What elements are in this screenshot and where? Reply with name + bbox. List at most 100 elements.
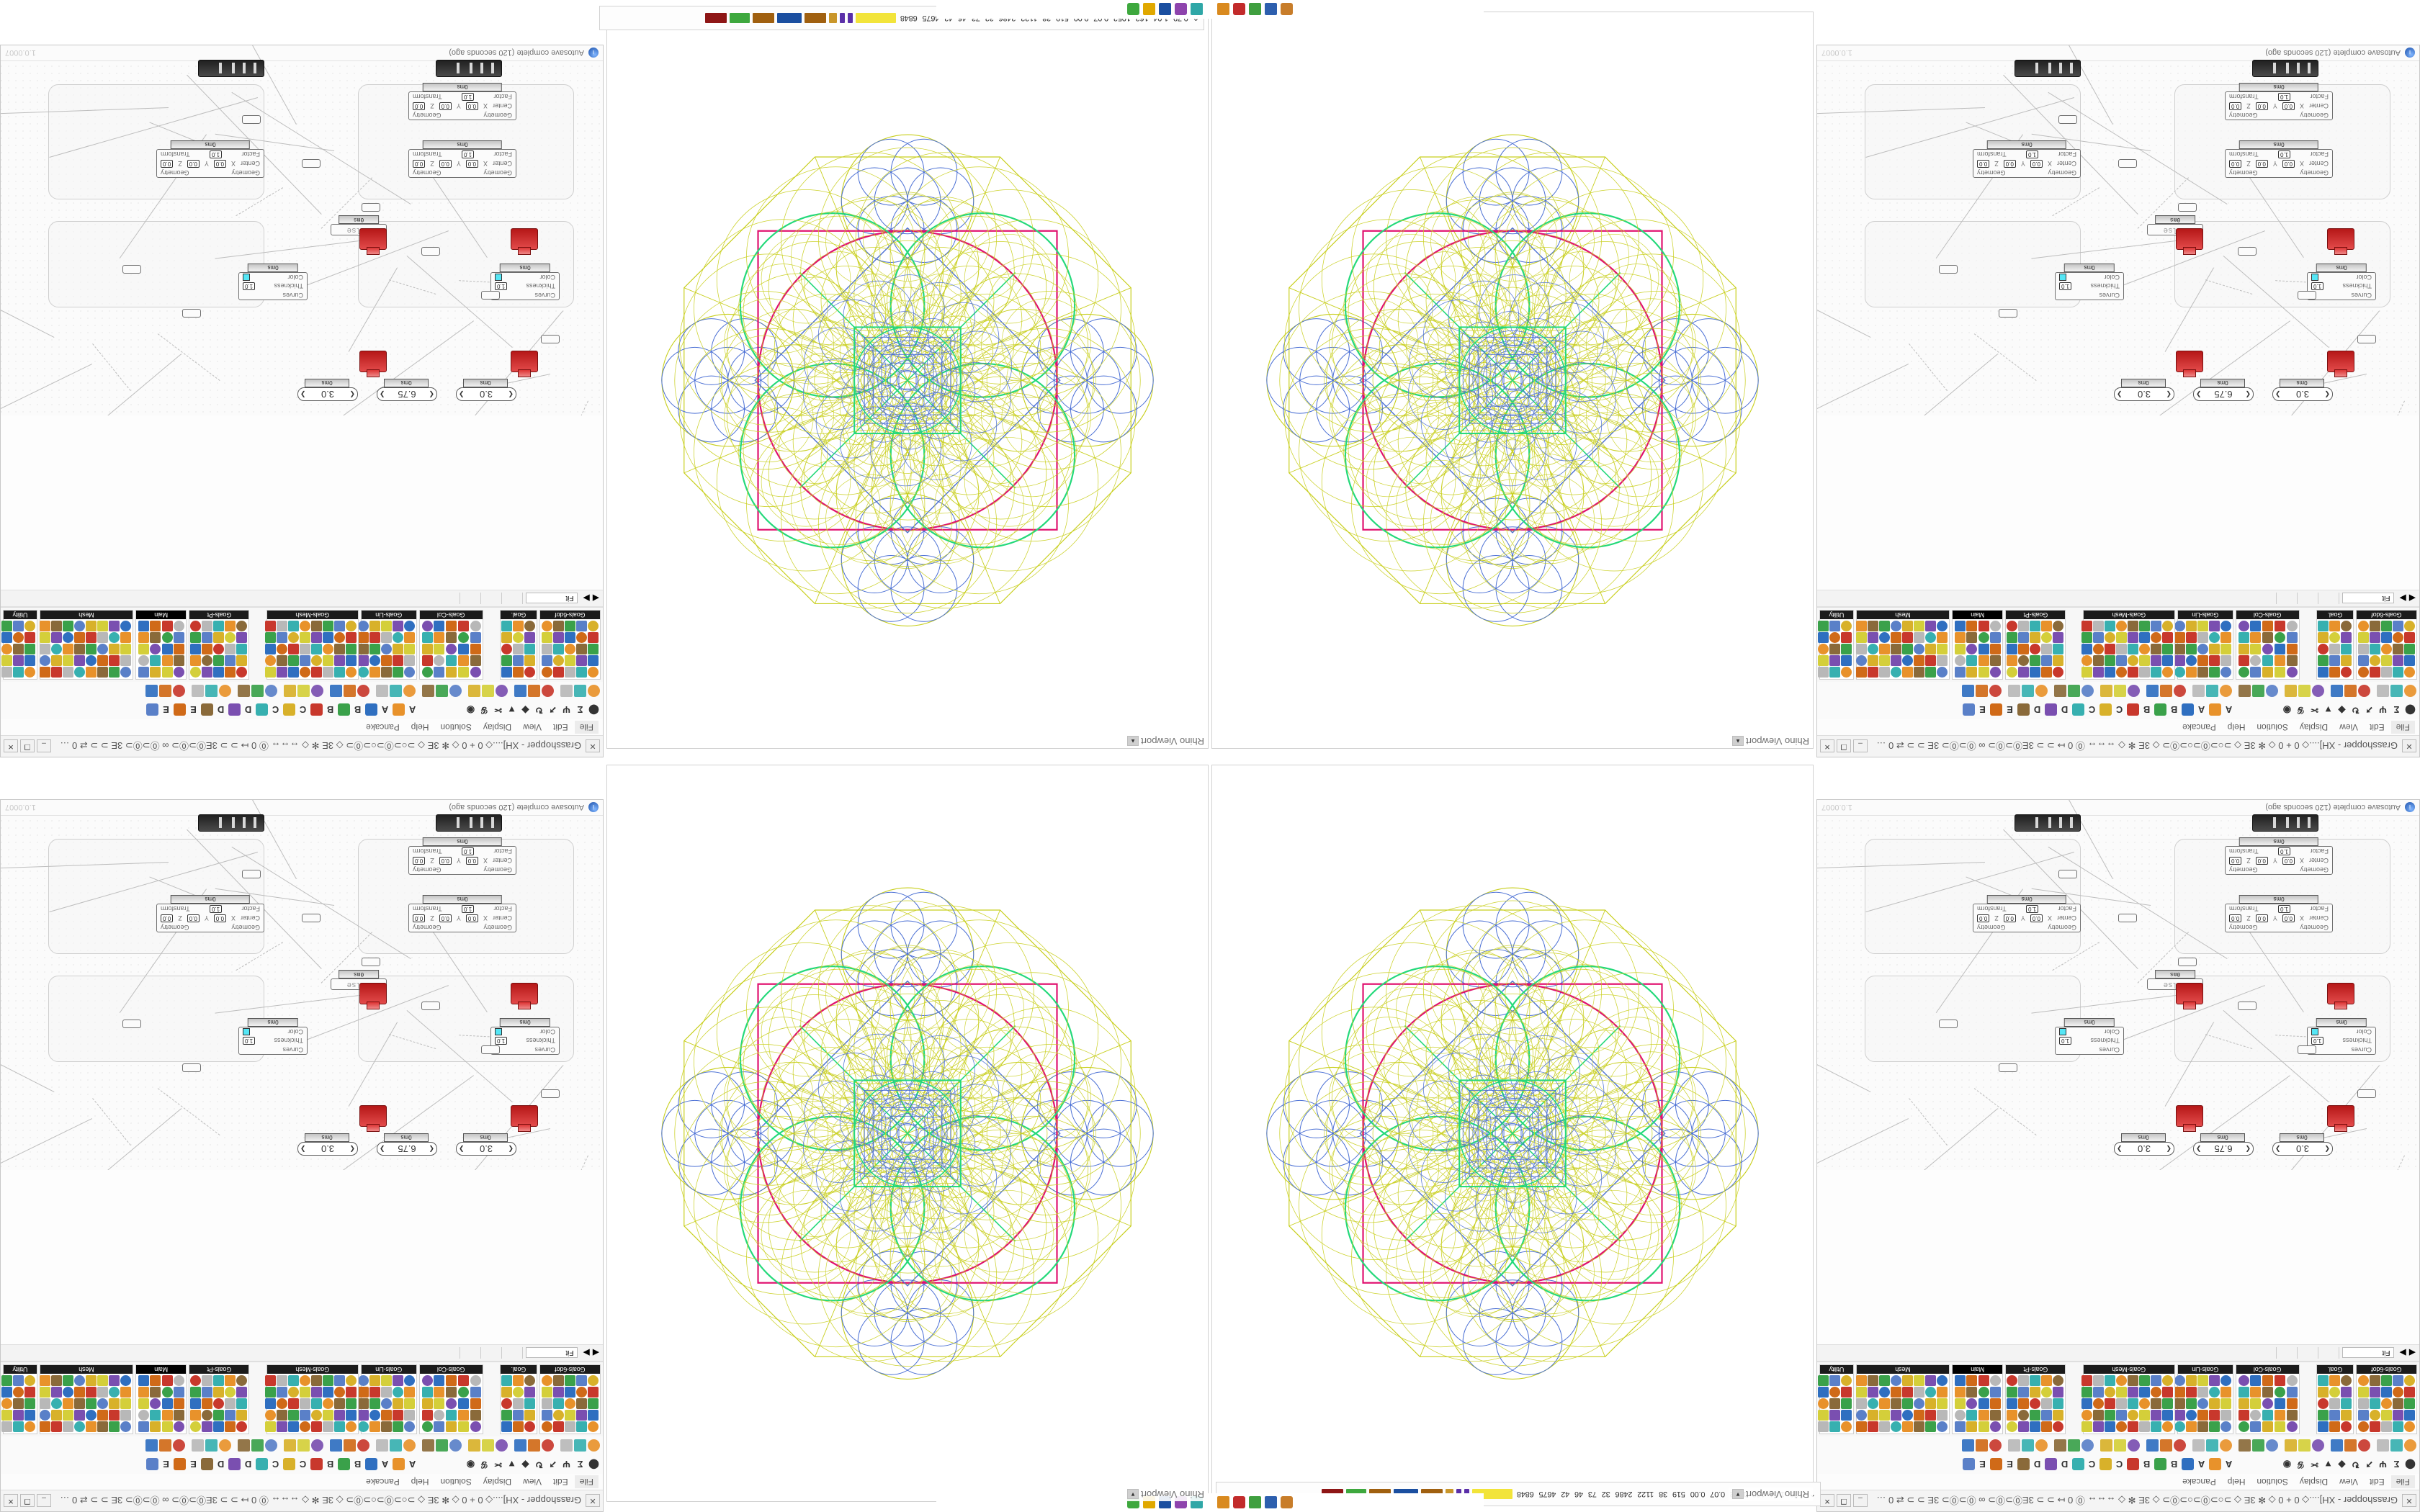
ribbon-tab-icon-9[interactable] xyxy=(1963,1458,1975,1471)
node-param-5[interactable] xyxy=(2058,115,2077,124)
maximize-icon[interactable]: ❐ xyxy=(20,739,35,753)
node-scale-3[interactable]: Geometry Geometry Center X 0.0 Y 0.0 Z 0.0 Factor… xyxy=(408,837,516,875)
palette-icon-7-0-4[interactable] xyxy=(1937,621,1948,631)
palette-icon-2-0-0[interactable] xyxy=(470,667,481,678)
palette-icon-7-6-0[interactable] xyxy=(1868,667,1879,678)
palette-icon-6-1-0[interactable] xyxy=(161,1421,173,1432)
palette-icon-3-4-4[interactable] xyxy=(2174,1375,2185,1386)
palette-icon-4-2-2[interactable] xyxy=(2138,644,2150,654)
palette-icon-5-2-1[interactable] xyxy=(213,655,225,666)
palette-icon-7-2-2[interactable] xyxy=(1914,644,1925,654)
palette-icon-5-2-4[interactable] xyxy=(213,1375,225,1386)
ribbon-icon-17[interactable] xyxy=(2146,1439,2159,1452)
palette-icon-4-7-0[interactable] xyxy=(2081,1421,2092,1432)
palette-icon-8-1-4[interactable] xyxy=(13,621,24,631)
palette-tab-8[interactable]: Utility xyxy=(4,611,37,619)
ribbon-tab-icon-3[interactable] xyxy=(310,703,323,716)
palette-icon-7-4-4[interactable] xyxy=(1891,1375,1902,1386)
ribbon-icon-7[interactable] xyxy=(482,1439,494,1452)
node-param-0[interactable] xyxy=(541,335,560,343)
palette-icon-4-1-4[interactable] xyxy=(2150,1375,2161,1386)
palette-icon-5-4-0[interactable] xyxy=(2007,667,2018,678)
palette-icon-6-2-0[interactable] xyxy=(1966,667,1978,678)
menu-edit[interactable]: Edit xyxy=(2369,1477,2385,1487)
palette-icon-2-1-1[interactable] xyxy=(2274,655,2285,666)
ribbon-tab-letter-4[interactable]: C xyxy=(2115,704,2123,716)
palette-icon-4-1-1[interactable] xyxy=(2150,655,2161,666)
node-field[interactable]: 0.0 xyxy=(439,160,452,168)
palette-icon-5-0-4[interactable] xyxy=(236,1375,248,1386)
palette-icon-4-4-2[interactable] xyxy=(299,1398,310,1409)
palette-icon-2-4-0[interactable] xyxy=(2238,667,2249,678)
ribbon-icon-6[interactable] xyxy=(2312,685,2324,698)
palette-icon-4-5-0[interactable] xyxy=(287,667,299,678)
glyph-6[interactable]: ▼ xyxy=(2323,1459,2333,1470)
palette-icon-4-7-4[interactable] xyxy=(2081,1375,2092,1386)
palette-icon-7-7-4[interactable] xyxy=(1856,621,1868,631)
node-param-3[interactable] xyxy=(362,958,380,966)
ribbon-icon-9[interactable] xyxy=(2266,685,2278,698)
ribbon-icon-5[interactable] xyxy=(514,1439,526,1452)
number-slider-0[interactable]: 3.0 xyxy=(2272,1142,2333,1156)
ribbon-icon-row[interactable] xyxy=(1817,1436,2419,1455)
ribbon-icon-15[interactable] xyxy=(357,685,369,698)
palette-icon-7-5-0[interactable] xyxy=(1879,667,1891,678)
palette-icon-6-3-1[interactable] xyxy=(1954,1410,1966,1421)
ribbon-icon-6[interactable] xyxy=(496,1439,508,1452)
palette-icon-4-7-1[interactable] xyxy=(2081,655,2092,666)
palette-group-4[interactable]: Goals-Mesh xyxy=(264,1364,359,1434)
palette-icon-1-0-2[interactable] xyxy=(524,644,535,654)
palette-icon-6-1-0[interactable] xyxy=(1978,1421,1989,1432)
palette-icon-3-0-3[interactable] xyxy=(2220,1387,2231,1398)
ribbon-glyph-row[interactable]: ⬤ Σ Ψ ➚ ↻ ◆ ▼ ✂ 𝒢 ◉ A A B B C C D D E E xyxy=(1817,701,2419,719)
palette-icon-0-3-2[interactable] xyxy=(2370,644,2380,654)
palette-icon-4-3-2[interactable] xyxy=(310,644,322,654)
palette-icon-3-3-0[interactable] xyxy=(369,1421,380,1432)
node-param-6[interactable] xyxy=(1999,309,2017,318)
palette-icon-2-4-0[interactable] xyxy=(2238,1421,2249,1432)
ribbon-icon-27[interactable] xyxy=(173,1439,185,1452)
node-field[interactable]: 0.0 xyxy=(465,102,478,110)
palette-icon-6-0-3[interactable] xyxy=(1990,632,2002,643)
bottom-icon-1[interactable] xyxy=(1265,3,1277,16)
ribbon-tab-icon-5[interactable] xyxy=(2072,1458,2084,1471)
palette-icon-6-0-2[interactable] xyxy=(1990,644,2002,654)
ribbon-icon-23[interactable] xyxy=(238,685,250,698)
ribbon-icon-17[interactable] xyxy=(330,685,342,698)
palette-icon-5-0-2[interactable] xyxy=(236,644,248,654)
palette-icon-2-0-4[interactable] xyxy=(2286,621,2298,631)
palette-tab-5[interactable]: Goals-Pt xyxy=(189,611,249,619)
palette-icon-5-3-3[interactable] xyxy=(2018,1387,2030,1398)
menu-bar[interactable]: File Edit View Display Solution Help Pan… xyxy=(1,1474,603,1490)
grasshopper-window-3[interactable]: ✕ Grasshopper - XH]....◇ 0 + 0 ◇ ✻ 3E ◇ … xyxy=(0,799,604,1512)
ribbon-icon-14[interactable] xyxy=(376,1439,388,1452)
palette-icon-3-0-1[interactable] xyxy=(403,1410,415,1421)
palette-icon-8-1-2[interactable] xyxy=(13,1398,24,1409)
glyph-2[interactable]: Ψ xyxy=(2379,1459,2387,1470)
ribbon-tab-letter-8[interactable]: E xyxy=(2007,704,2013,716)
palette-icon-7-6-2[interactable] xyxy=(1868,1398,1879,1409)
palette-icon-2-2-2[interactable] xyxy=(2262,644,2274,654)
ribbon-icon-16[interactable] xyxy=(344,1439,356,1452)
palette-icon-7-6-0[interactable] xyxy=(51,667,63,678)
palette-icon-6-2-4[interactable] xyxy=(1966,1375,1978,1386)
palette-icon-2-2-1[interactable] xyxy=(446,1410,457,1421)
palette-icon-3-0-1[interactable] xyxy=(403,655,415,666)
palette-icon-4-5-1[interactable] xyxy=(287,1410,299,1421)
palette-icon-7-2-2[interactable] xyxy=(97,1398,109,1409)
palette-icon-7-3-1[interactable] xyxy=(1902,655,1914,666)
palette-icon-4-2-0[interactable] xyxy=(322,667,333,678)
number-slider-1[interactable]: 6.75 xyxy=(377,387,437,401)
palette-icon-0-4-4[interactable] xyxy=(2358,1375,2369,1386)
component-palette[interactable]: Goals-6dof Goal. Goals-Col Goals-Lin Goals-M… xyxy=(1,608,603,682)
palette-icon-7-5-2[interactable] xyxy=(63,1398,74,1409)
palette-icon-1-1-1[interactable] xyxy=(513,655,524,666)
close-icon[interactable]: ✕ xyxy=(4,1494,18,1508)
menu-display[interactable]: Display xyxy=(2299,722,2329,732)
ribbon-icon-24[interactable] xyxy=(219,1439,231,1452)
palette-icon-7-6-4[interactable] xyxy=(51,1375,63,1386)
palette-icon-4-2-2[interactable] xyxy=(2138,1398,2150,1409)
bottom-icon-8[interactable] xyxy=(1143,3,1155,16)
palette-icon-8-0-1[interactable] xyxy=(24,1410,36,1421)
palette-icon-8-1-0[interactable] xyxy=(13,1421,24,1432)
